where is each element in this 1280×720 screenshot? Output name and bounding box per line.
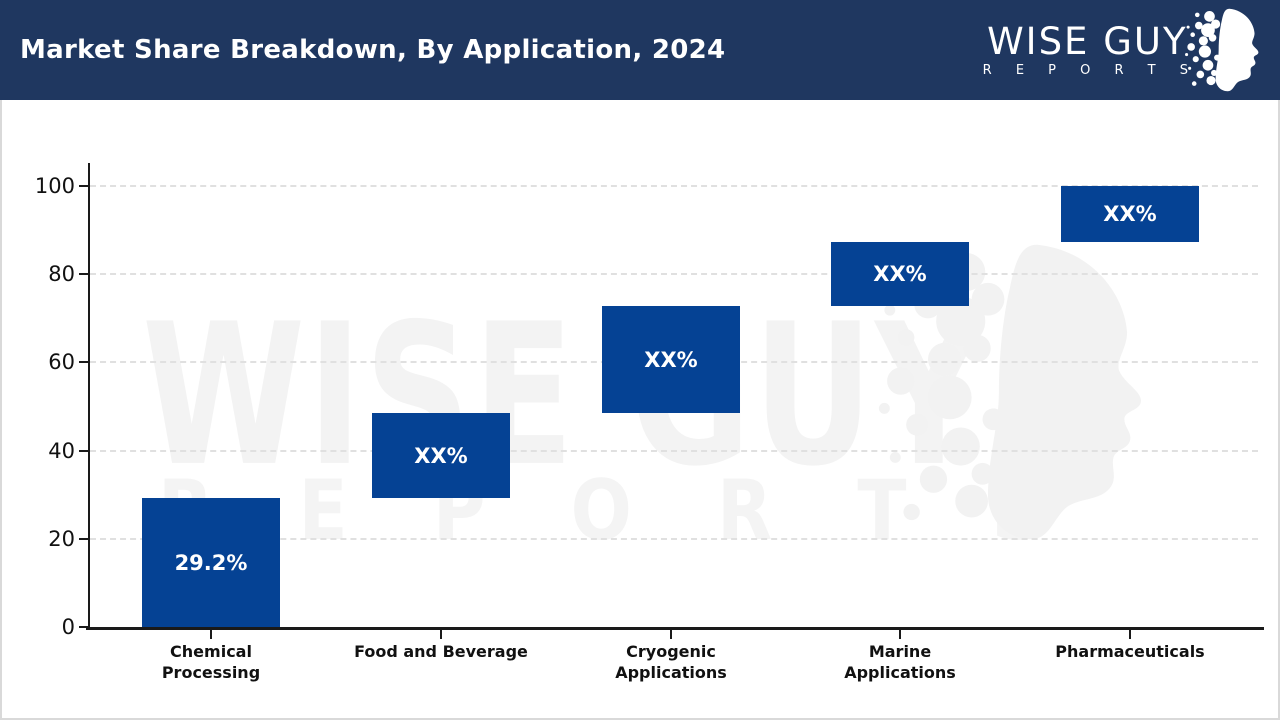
- category-label-marine-applications: Marine Applications: [844, 642, 956, 682]
- page-title: Market Share Breakdown, By Application, …: [20, 35, 726, 65]
- y-tick-0: [79, 626, 88, 628]
- x-axis-spine: [86, 627, 1264, 630]
- watermark-text-wiseguy: WISE GUY: [142, 282, 985, 510]
- header-banner: Market Share Breakdown, By Application, …: [0, 0, 1280, 100]
- y-tick-40: [79, 449, 88, 452]
- gridline-100: [90, 185, 1258, 187]
- bar-value-label: 29.2%: [174, 550, 248, 575]
- x-tick-2: [670, 630, 672, 639]
- y-tick-label-80: 80: [48, 262, 75, 287]
- x-tick-1: [440, 630, 442, 639]
- x-tick-4: [1129, 630, 1131, 639]
- category-label-pharmaceuticals: Pharmaceuticals: [1055, 642, 1205, 661]
- wiseguy-logo: WISE GUY R E P O R T S: [977, 4, 1280, 96]
- logo-subtitle: R E P O R T S: [982, 63, 1198, 78]
- y-tick-label-20: 20: [48, 526, 75, 551]
- x-tick-3: [899, 630, 901, 639]
- y-axis-spine: [88, 163, 90, 629]
- bar-pharmaceuticals: XX%: [1061, 186, 1199, 243]
- gridline-20: [90, 537, 1258, 540]
- y-tick-label-60: 60: [48, 350, 75, 375]
- category-label-chemical-processing: Chemical Processing: [161, 642, 261, 682]
- bar-food-and-beverage: XX%: [372, 413, 510, 499]
- bar-chemical-processing: 29.2%: [142, 498, 280, 627]
- logo-wordmark: WISE GUY: [987, 20, 1188, 63]
- logo-text: WISE GUY R E P O R T S: [977, 20, 1198, 79]
- watermark-text-reports: R E P O R T S: [158, 462, 1074, 559]
- y-tick-label-100: 100: [34, 174, 75, 198]
- gridline-40: [90, 449, 1258, 452]
- bar-value-label: XX%: [644, 347, 698, 372]
- category-label-food-and-beverage: Food and Beverage: [354, 642, 528, 661]
- y-tick-label-40: 40: [48, 438, 75, 463]
- y-tick-100: [79, 185, 88, 187]
- bar-value-label: XX%: [1103, 202, 1157, 227]
- bar-value-label: XX%: [414, 443, 468, 468]
- bar-cryogenic-applications: XX%: [602, 305, 740, 414]
- bar-marine-applications: XX%: [831, 242, 969, 306]
- logo-head-icon: [1185, 8, 1259, 92]
- y-tick-label-0: 0: [61, 615, 75, 639]
- x-tick-0: [210, 630, 212, 639]
- y-tick-20: [79, 537, 88, 540]
- category-label-cryogenic-applications: Cryogenic Applications: [615, 642, 727, 682]
- gridline-80: [90, 273, 1258, 276]
- bar-value-label: XX%: [873, 262, 927, 287]
- y-tick-60: [79, 361, 88, 364]
- y-tick-80: [79, 273, 88, 276]
